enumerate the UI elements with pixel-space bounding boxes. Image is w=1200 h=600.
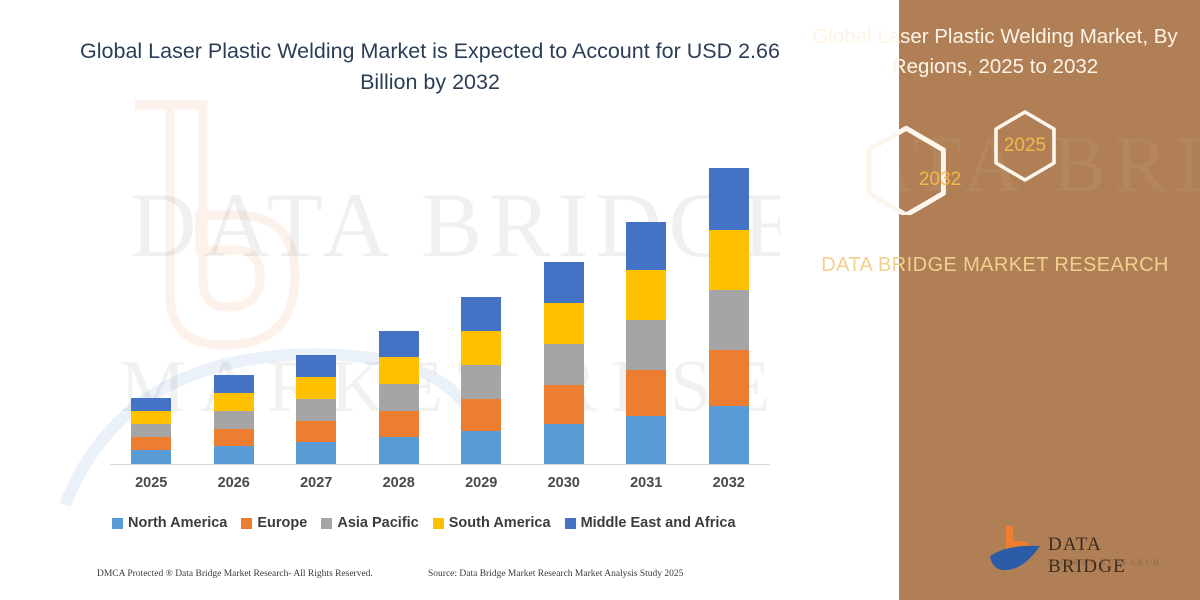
bar-segment-middle-east-and-africa[interactable] [378, 331, 419, 357]
bar-segment-europe[interactable] [213, 429, 254, 446]
bar-segment-south-america[interactable] [708, 230, 749, 290]
hexagon-label-2025: 2025 [1003, 135, 1047, 156]
bar-segment-europe[interactable] [131, 437, 172, 450]
x-axis-label-2031: 2031 [630, 475, 663, 491]
bar-segment-middle-east-and-africa[interactable] [213, 375, 254, 393]
legend-swatch-icon [432, 517, 444, 529]
bar-segment-south-america[interactable] [131, 411, 172, 424]
legend-label: North America [128, 515, 228, 531]
bar-segment-europe[interactable] [543, 385, 584, 424]
x-axis-label-2027: 2027 [300, 475, 333, 491]
logo-title: DATA BRIDGE [1048, 534, 1126, 577]
hexagon-label-2032: 2032 [918, 169, 962, 190]
bar-segment-south-america[interactable] [543, 303, 584, 344]
x-axis-labels: 2025 2026 2027 2028 2029 2030 2031 2032 [110, 475, 770, 501]
bar-2027[interactable] [296, 355, 337, 464]
legend-label: South America [448, 515, 551, 531]
bar-2031[interactable] [626, 222, 667, 464]
bar-segment-asia-pacific[interactable] [626, 320, 667, 370]
data-bridge-logo: DATA BRIDGE MARKET RESEARCH [988, 524, 1178, 586]
bar-segment-north-america[interactable] [626, 416, 667, 464]
legend-swatch-icon [321, 517, 333, 529]
bar-segment-asia-pacific[interactable] [378, 384, 419, 411]
legend-swatch-icon [564, 517, 576, 529]
chart-plot-area [110, 120, 770, 464]
bar-segment-north-america[interactable] [213, 446, 254, 464]
logo-mark-icon [990, 526, 1040, 571]
bar-segment-middle-east-and-africa[interactable] [708, 168, 749, 230]
x-axis-label-2029: 2029 [465, 475, 498, 491]
bar-2025[interactable] [131, 398, 172, 464]
x-axis-label-2026: 2026 [217, 475, 250, 491]
legend-item-asia-pacific[interactable]: Asia Pacific [321, 515, 419, 531]
bar-2028[interactable] [378, 331, 419, 464]
bar-segment-europe[interactable] [461, 399, 502, 431]
bar-segment-north-america[interactable] [708, 406, 749, 464]
legend-item-north-america[interactable]: North America [112, 515, 227, 531]
bar-segment-middle-east-and-africa[interactable] [131, 398, 172, 411]
panel-brand-name: DATA BRIDGE MARKET RESEARCH [821, 254, 1169, 276]
bar-2032[interactable] [708, 168, 749, 464]
bar-segment-asia-pacific[interactable] [296, 399, 337, 421]
bar-2026[interactable] [213, 375, 254, 464]
legend-label: Asia Pacific [337, 515, 419, 531]
x-axis-label-2032: 2032 [712, 475, 745, 491]
hexagon-badges: 2032 2025 [780, 105, 1200, 215]
panel-curve-edge [780, 0, 899, 600]
bar-segment-europe[interactable] [708, 350, 749, 406]
bar-segment-middle-east-and-africa[interactable] [296, 355, 337, 377]
bar-segment-south-america[interactable] [461, 331, 502, 365]
bar-segment-middle-east-and-africa[interactable] [461, 297, 502, 331]
hexagon-2025[interactable] [994, 110, 1056, 182]
bar-segment-asia-pacific[interactable] [543, 344, 584, 385]
bar-2030[interactable] [543, 262, 584, 464]
x-axis-line [110, 464, 770, 465]
hexagon-shapes [866, 110, 1056, 215]
bar-segment-south-america[interactable] [378, 357, 419, 384]
legend-item-south-america[interactable]: South America [432, 515, 551, 531]
bar-segment-asia-pacific[interactable] [131, 424, 172, 437]
bar-segment-europe[interactable] [626, 370, 667, 416]
logo-subtitle: MARKET RESEARCH [1048, 558, 1162, 567]
x-axis-label-2028: 2028 [382, 475, 415, 491]
bar-segment-north-america[interactable] [131, 450, 172, 464]
footer: DMCA Protected ® Data Bridge Market Rese… [0, 566, 800, 590]
legend-item-middle-east-and-africa[interactable]: Middle East and Africa [564, 515, 736, 531]
legend-item-europe[interactable]: Europe [241, 515, 307, 531]
brand-panel: DATA BRIDGE Global Laser Plastic Welding… [780, 0, 1200, 600]
bar-segment-asia-pacific[interactable] [708, 290, 749, 350]
chart-legend: North America Europe Asia Pacific South Ame… [112, 512, 772, 534]
bar-segment-north-america[interactable] [378, 437, 419, 464]
footer-copyright: DMCA Protected ® Data Bridge Market Rese… [97, 569, 373, 579]
bar-segment-middle-east-and-africa[interactable] [543, 262, 584, 303]
legend-swatch-icon [241, 517, 253, 529]
bar-segment-south-america[interactable] [213, 393, 254, 411]
bar-segment-south-america[interactable] [626, 270, 667, 320]
bar-segment-north-america[interactable] [543, 424, 584, 464]
bar-segment-north-america[interactable] [296, 442, 337, 464]
legend-label: Middle East and Africa [580, 515, 736, 531]
bar-segment-asia-pacific[interactable] [461, 365, 502, 399]
bar-segment-europe[interactable] [296, 421, 337, 442]
bar-segment-europe[interactable] [378, 411, 419, 437]
x-axis-label-2030: 2030 [547, 475, 580, 491]
bar-segment-north-america[interactable] [461, 431, 502, 464]
hexagon-2032[interactable] [866, 125, 946, 215]
legend-swatch-icon [112, 517, 123, 529]
page-title: Global Laser Plastic Welding Market is E… [80, 39, 780, 94]
bar-segment-middle-east-and-africa[interactable] [626, 222, 667, 270]
panel-title: Global Laser Plastic Welding Market, By … [812, 25, 1178, 78]
footer-source: Source: Data Bridge Market Research Mark… [428, 569, 684, 579]
x-axis-label-2025: 2025 [135, 475, 168, 491]
chart-container: 2025 2026 2027 2028 2029 2030 2031 2032 [110, 120, 770, 501]
bar-segment-south-america[interactable] [296, 377, 337, 399]
legend-label: Europe [257, 515, 308, 531]
bar-segment-asia-pacific[interactable] [213, 411, 254, 429]
bar-2029[interactable] [461, 297, 502, 464]
